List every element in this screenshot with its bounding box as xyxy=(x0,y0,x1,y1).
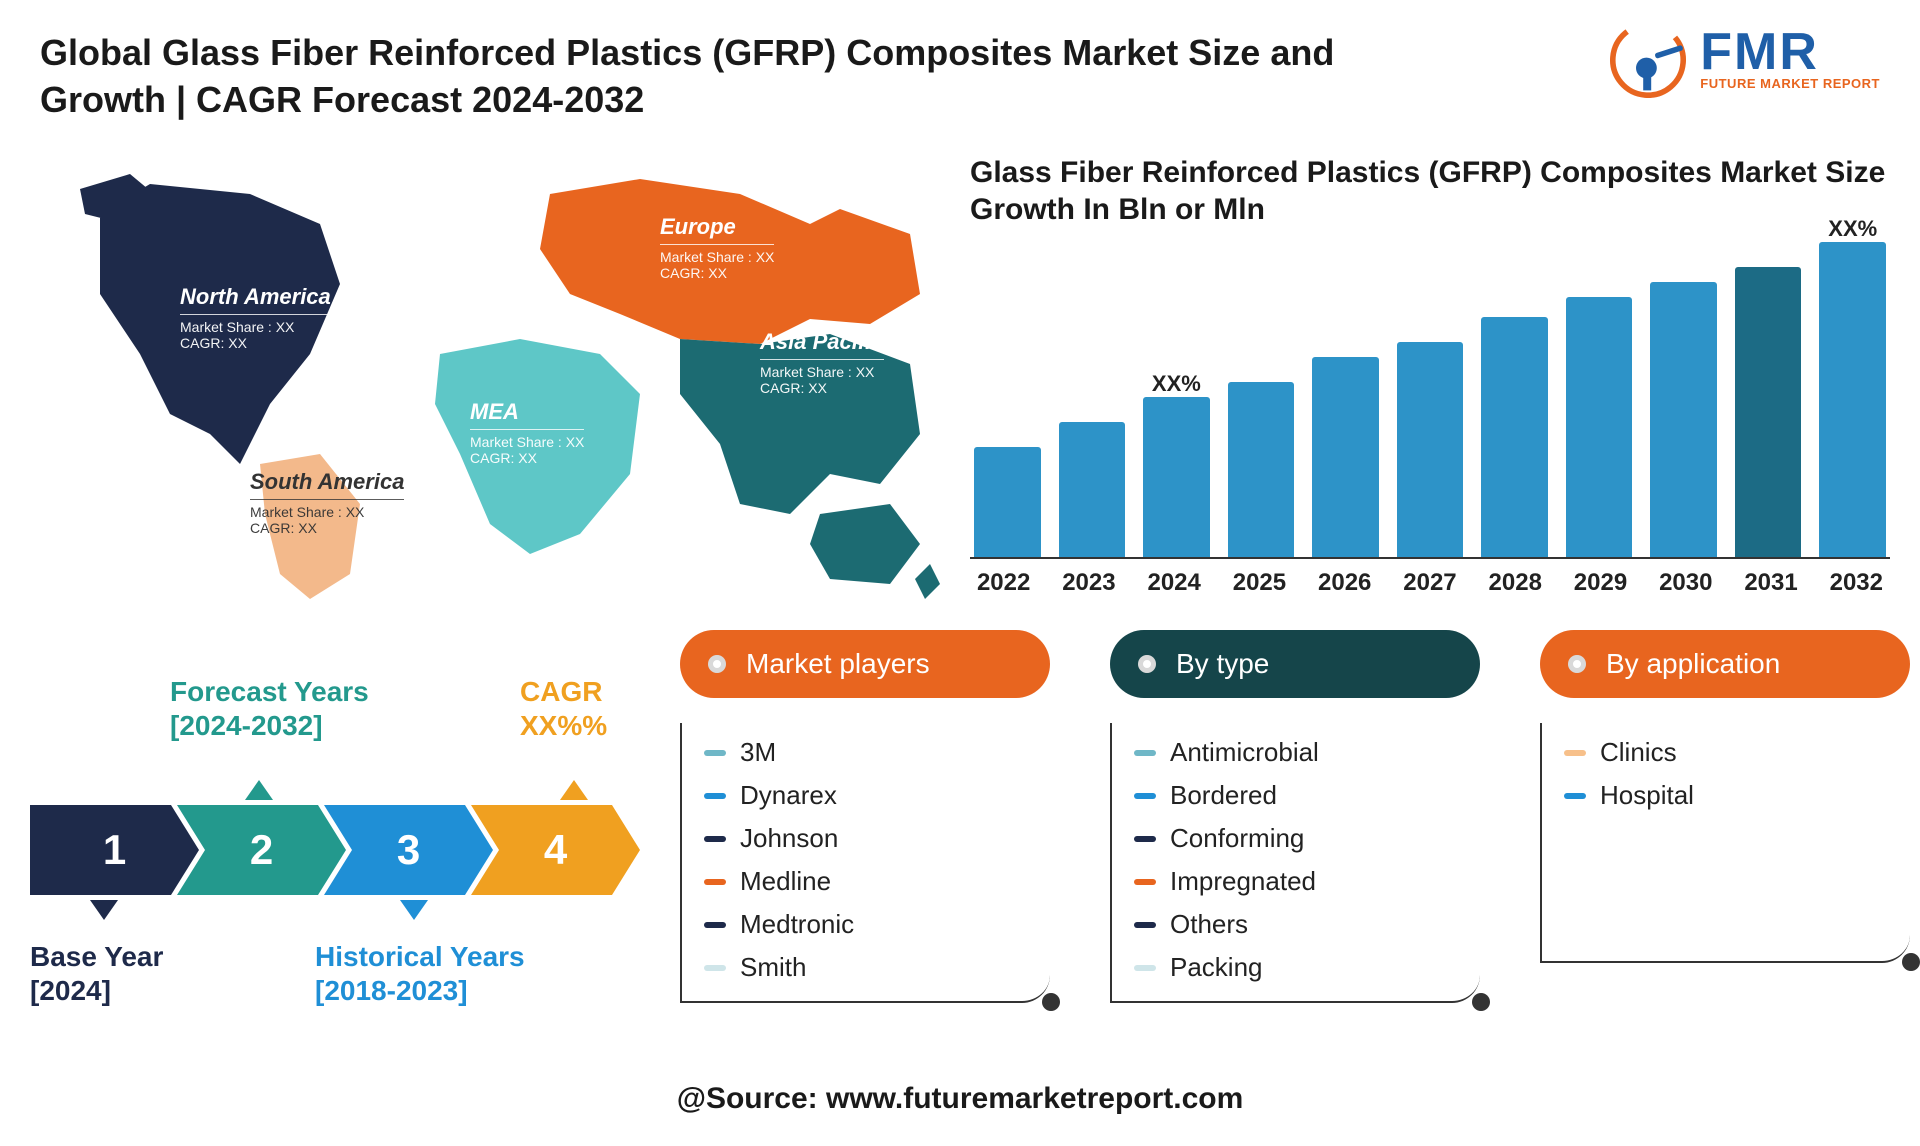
x-label: 2024 xyxy=(1141,569,1208,597)
logo-fmr-text: FMR xyxy=(1700,29,1880,76)
category-item: Hospital xyxy=(1542,774,1910,817)
logo-sub-text: FUTURE MARKET REPORT xyxy=(1700,76,1880,91)
category-application: By application ClinicsHospital xyxy=(1540,630,1910,1003)
category-item: Others xyxy=(1112,903,1480,946)
x-label: 2028 xyxy=(1482,569,1549,597)
category-item: Medline xyxy=(682,860,1050,903)
bar-2027 xyxy=(1397,342,1464,557)
category-header: Market players xyxy=(680,630,1050,698)
category-type: By type AntimicrobialBorderedConformingIm… xyxy=(1110,630,1480,1003)
world-map: North AmericaMarket Share : XXCAGR: XX So… xyxy=(40,154,940,604)
bar-2026 xyxy=(1312,357,1379,557)
category-players: Market players 3MDynarexJohnsonMedlineMed… xyxy=(680,630,1050,1003)
timeline-label-forecast: Forecast Years[2024-2032] xyxy=(170,675,369,742)
bar-2032: XX% xyxy=(1819,242,1886,557)
bar-annotation: XX% xyxy=(1152,371,1201,397)
category-item: Packing xyxy=(1112,946,1480,989)
category-item: Medtronic xyxy=(682,903,1050,946)
timeline-step-3: 3 xyxy=(324,805,493,895)
page-title: Global Glass Fiber Reinforced Plastics (… xyxy=(40,30,1340,124)
region-sa: South AmericaMarket Share : XXCAGR: XX xyxy=(250,469,404,536)
region-ap: Asia PacificMarket Share : XXCAGR: XX xyxy=(760,329,884,396)
bar-2028 xyxy=(1481,317,1548,557)
bar-2022 xyxy=(974,447,1041,557)
x-label: 2031 xyxy=(1737,569,1804,597)
category-header: By application xyxy=(1540,630,1910,698)
timeline-label-base: Base Year[2024] xyxy=(30,940,163,1007)
timeline-step-2: 2 xyxy=(177,805,346,895)
category-item: 3M xyxy=(682,731,1050,774)
growth-bar-chart: Glass Fiber Reinforced Plastics (GFRP) C… xyxy=(970,154,1890,604)
source-line: @Source: www.futuremarketreport.com xyxy=(677,1082,1244,1116)
category-body: ClinicsHospital xyxy=(1540,723,1910,963)
category-item: Clinics xyxy=(1542,731,1910,774)
chart-title: Glass Fiber Reinforced Plastics (GFRP) C… xyxy=(970,154,1890,229)
region-na: North AmericaMarket Share : XXCAGR: XX xyxy=(180,284,331,351)
category-body: AntimicrobialBorderedConformingImpregnat… xyxy=(1110,723,1480,1003)
timeline-arrow-base xyxy=(90,900,118,920)
bar-2023 xyxy=(1059,422,1126,557)
category-boxes: Market players 3MDynarexJohnsonMedlineMed… xyxy=(680,630,1910,1003)
bar-2030 xyxy=(1650,282,1717,557)
category-item: Impregnated xyxy=(1112,860,1480,903)
bar-2031 xyxy=(1735,267,1802,557)
x-label: 2032 xyxy=(1823,569,1890,597)
x-label: 2026 xyxy=(1311,569,1378,597)
x-label: 2022 xyxy=(970,569,1037,597)
fmr-logo: FMR FUTURE MARKET REPORT xyxy=(1608,20,1880,100)
x-label: 2025 xyxy=(1226,569,1293,597)
region-mea: MEAMarket Share : XXCAGR: XX xyxy=(470,399,584,466)
category-header: By type xyxy=(1110,630,1480,698)
category-body: 3MDynarexJohnsonMedlineMedtronicSmith xyxy=(680,723,1050,1003)
timeline-label-cagr: CAGRXX%% xyxy=(520,675,607,742)
bar-2025 xyxy=(1228,382,1295,557)
timeline-label-hist: Historical Years[2018-2023] xyxy=(315,940,525,1007)
x-label: 2030 xyxy=(1652,569,1719,597)
category-item: Conforming xyxy=(1112,817,1480,860)
bar-2029 xyxy=(1566,297,1633,557)
category-item: Dynarex xyxy=(682,774,1050,817)
bar-annotation: XX% xyxy=(1828,216,1877,242)
category-item: Bordered xyxy=(1112,774,1480,817)
timeline-step-4: 4 xyxy=(471,805,640,895)
timeline-arrow-hist xyxy=(400,900,428,920)
region-eu: EuropeMarket Share : XXCAGR: XX xyxy=(660,214,774,281)
category-item: Antimicrobial xyxy=(1112,731,1480,774)
bar-2024: XX% xyxy=(1143,397,1210,557)
category-item: Johnson xyxy=(682,817,1050,860)
logo-icon xyxy=(1608,20,1688,100)
x-label: 2027 xyxy=(1396,569,1463,597)
x-label: 2023 xyxy=(1055,569,1122,597)
x-label: 2029 xyxy=(1567,569,1634,597)
timeline-step-1: 1 xyxy=(30,805,199,895)
category-item: Smith xyxy=(682,946,1050,989)
timeline-arrow-forecast xyxy=(245,780,273,800)
timeline-arrow-cagr xyxy=(560,780,588,800)
